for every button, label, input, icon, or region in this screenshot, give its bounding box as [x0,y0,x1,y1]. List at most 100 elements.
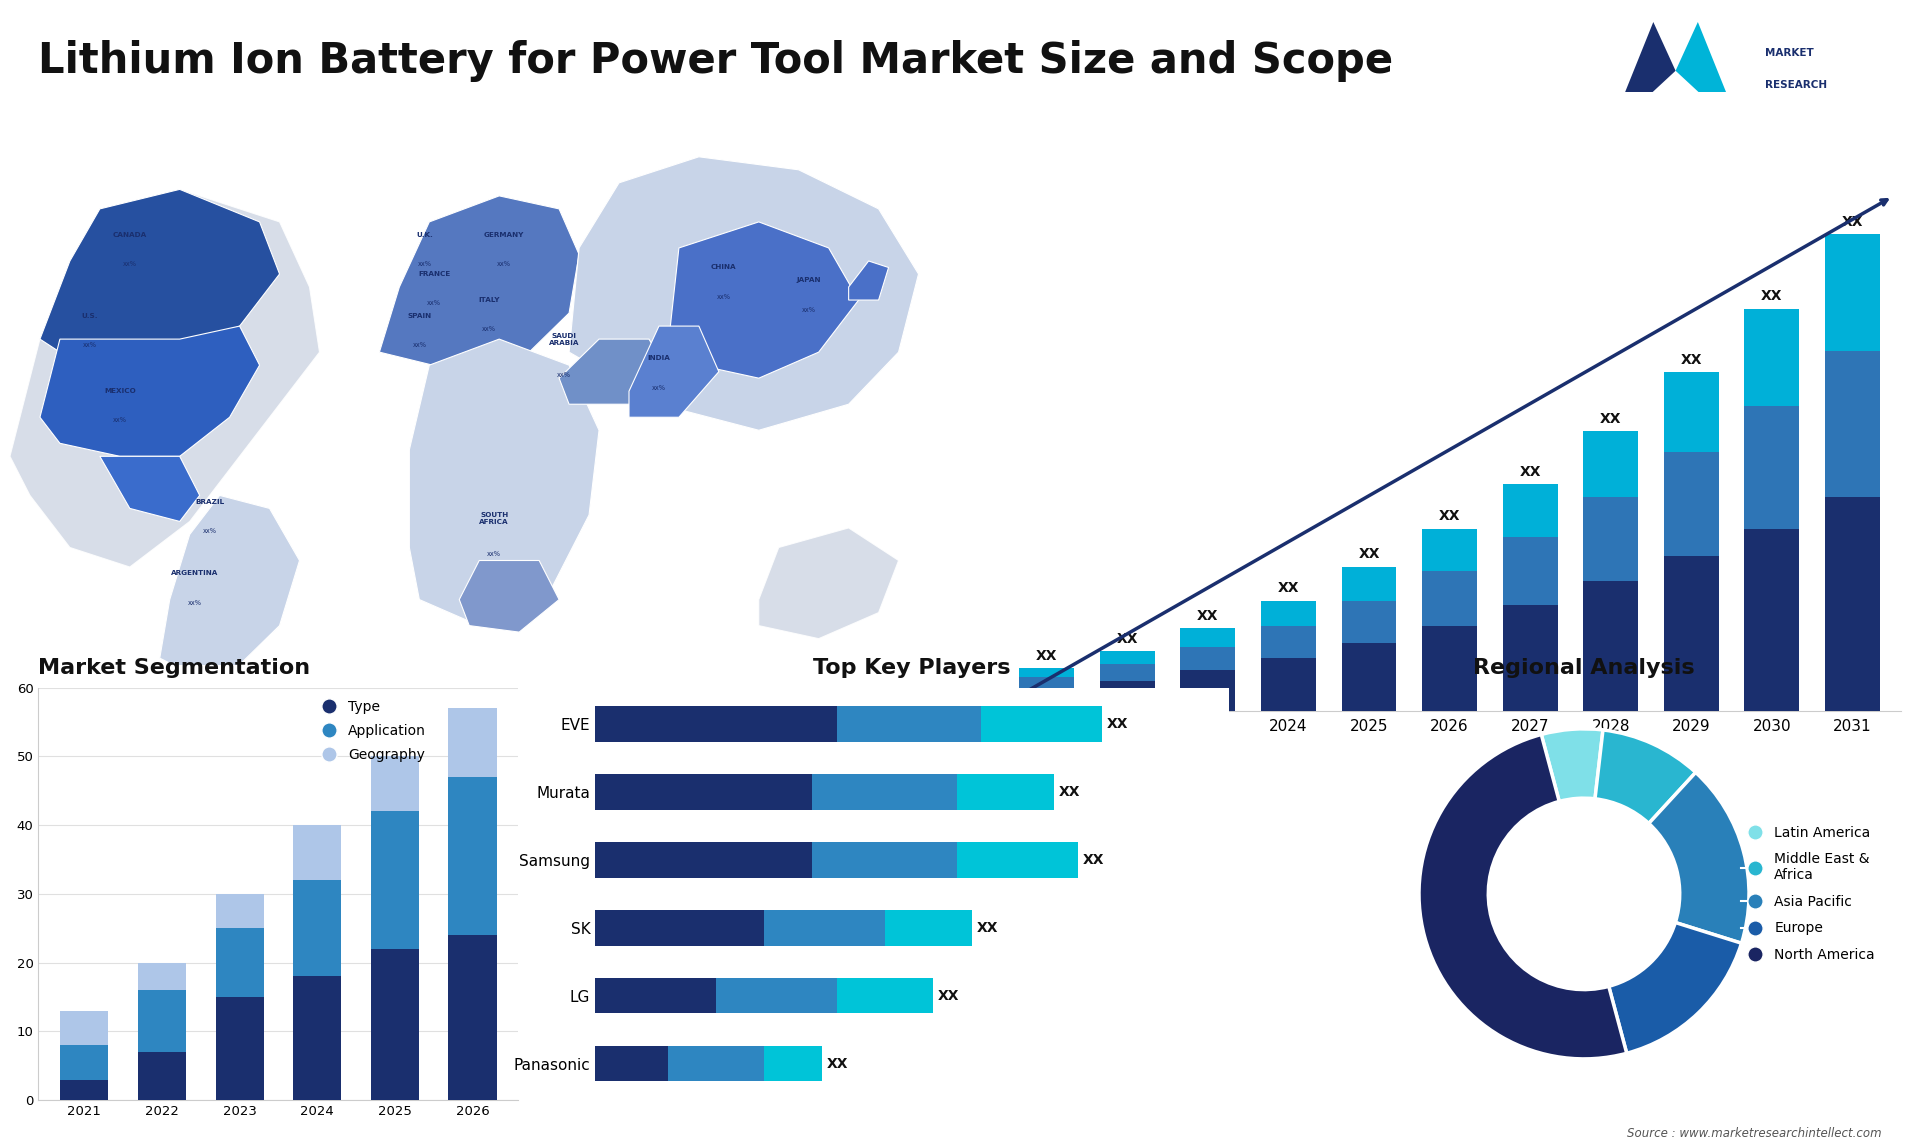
Text: GERMANY: GERMANY [484,231,524,237]
Text: xx%: xx% [482,327,495,332]
Wedge shape [1419,735,1626,1059]
Circle shape [1488,798,1680,990]
Bar [294,825,342,880]
Bar [449,935,497,1100]
Polygon shape [459,560,559,633]
Bar [371,756,419,811]
Text: XX: XX [1083,853,1104,866]
Bar [1503,484,1557,537]
Text: XX: XX [1198,609,1219,622]
Bar [294,976,342,1100]
Bar [1584,497,1638,581]
Bar [371,811,419,949]
Bar [138,990,186,1052]
Text: XX: XX [828,1057,849,1070]
Text: xx%: xx% [716,293,732,299]
Text: XX: XX [1117,631,1139,646]
Bar [60,1011,108,1045]
Polygon shape [10,189,319,567]
Polygon shape [40,189,280,359]
Bar [595,1046,668,1082]
Legend: Latin America, Middle East &
Africa, Asia Pacific, Europe, North America: Latin America, Middle East & Africa, Asi… [1736,821,1880,967]
Text: CHINA: CHINA [710,265,737,270]
Polygon shape [409,339,599,626]
Bar [595,706,837,741]
Text: INTELLECT: INTELLECT [1764,111,1828,121]
Bar [764,910,885,945]
Polygon shape [159,495,300,677]
Text: xx%: xx% [803,306,816,313]
Bar [1503,537,1557,605]
Text: xx%: xx% [83,343,96,348]
Bar [764,1046,822,1082]
Bar [1181,628,1235,647]
Text: SAUDI
ARABIA: SAUDI ARABIA [549,332,580,346]
Title: Regional Analysis: Regional Analysis [1473,658,1695,677]
Text: CANADA: CANADA [113,231,148,237]
Bar [215,894,263,928]
Bar [1181,670,1235,711]
Bar [1423,571,1476,626]
Text: XX: XX [1108,717,1129,731]
Text: XX: XX [1438,509,1461,524]
Bar [1342,601,1396,643]
Polygon shape [100,456,200,521]
Text: xx%: xx% [417,261,432,267]
Bar [958,842,1077,878]
Text: xx%: xx% [557,371,570,378]
Wedge shape [1649,772,1749,943]
Bar [1745,528,1799,711]
Bar [1665,453,1718,556]
Bar [981,706,1102,741]
Bar [1100,664,1154,681]
Bar [1261,658,1315,711]
Text: JAPAN: JAPAN [797,277,822,283]
Bar [595,775,812,809]
Text: BRAZIL: BRAZIL [196,499,225,504]
Text: xx%: xx% [497,261,511,267]
Polygon shape [1609,22,1676,133]
Polygon shape [568,157,918,430]
Bar [1261,601,1315,626]
Text: XX: XX [1761,289,1782,304]
Wedge shape [1609,923,1741,1053]
Text: FRANCE: FRANCE [419,270,451,276]
Bar [885,910,972,945]
Polygon shape [668,222,858,378]
Text: INDIA: INDIA [647,355,670,361]
Text: MARKET: MARKET [1764,48,1812,58]
Bar [1584,581,1638,711]
Polygon shape [568,157,918,430]
Bar [1342,643,1396,711]
Text: xx%: xx% [113,417,127,423]
Bar [1745,308,1799,406]
Polygon shape [630,327,718,417]
Text: xx%: xx% [123,261,136,267]
Polygon shape [849,261,889,300]
Bar [958,775,1054,809]
Polygon shape [559,339,668,405]
Polygon shape [380,196,580,371]
Bar [1342,566,1396,601]
Text: XX: XX [1037,649,1058,662]
Bar [1665,556,1718,711]
Text: XX: XX [1841,215,1862,229]
Text: xx%: xx% [488,551,501,557]
Wedge shape [1542,729,1603,801]
Bar [138,963,186,990]
Polygon shape [758,528,899,638]
Bar [215,997,263,1100]
Bar [1826,497,1880,711]
Polygon shape [40,327,259,456]
Text: XX: XX [1599,411,1622,426]
Bar [1100,651,1154,664]
Text: XX: XX [1519,465,1542,479]
Bar [595,842,812,878]
Bar [1423,626,1476,711]
Bar [138,1052,186,1100]
Bar [1100,681,1154,711]
Text: U.S.: U.S. [83,313,98,319]
Text: XX: XX [1277,581,1300,595]
Title: Top Key Players: Top Key Players [814,658,1010,677]
Text: xx%: xx% [188,599,202,605]
